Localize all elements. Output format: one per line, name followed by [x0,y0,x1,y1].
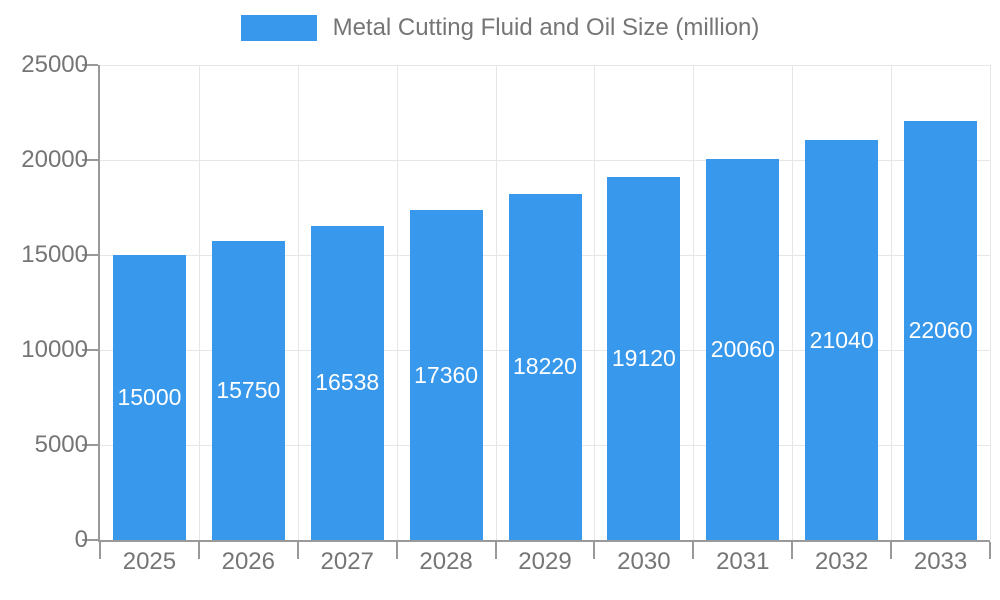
bar-2030[interactable]: 19120 [607,176,681,540]
bar-2027[interactable]: 16538 [310,225,384,540]
x-axis-tick [593,542,596,559]
x-axis-tick [395,542,398,559]
bar-2028[interactable]: 17360 [409,210,483,540]
y-axis-tick [82,159,98,161]
v-gridline [891,65,893,540]
v-gridline [594,65,596,540]
x-axis-tick-label: 2026 [221,548,275,575]
bar-2026[interactable]: 15750 [211,240,285,540]
bar-value-label: 17360 [414,361,479,388]
y-axis-tick-label: 20000 [21,146,88,173]
y-axis-tick-label: 5000 [34,431,88,458]
legend[interactable]: Metal Cutting Fluid and Oil Size (millio… [0,14,1000,42]
h-gridline [100,160,990,161]
y-axis-tick [82,444,98,446]
x-axis-tick-label: 2032 [814,548,869,575]
y-axis-tick-label: 25000 [21,51,88,78]
x-axis-tick [197,542,200,559]
v-gridline [396,65,398,540]
h-gridline [100,65,990,66]
y-axis-line [98,65,100,540]
x-axis-tick-label: 2030 [617,548,671,575]
x-axis-tick-label: 2025 [122,548,177,575]
bar-2025[interactable]: 15000 [112,255,186,540]
y-axis-tick [82,64,98,66]
bar-2031[interactable]: 20060 [706,158,780,540]
bar-value-label: 18220 [513,353,577,380]
bar-2033[interactable]: 22060 [904,120,978,540]
x-axis-tick [989,542,991,559]
bar-value-label: 20060 [710,335,775,362]
x-axis-tick [494,542,497,559]
v-gridline [990,65,991,540]
v-gridline [297,65,299,540]
x-axis-tick-label: 2028 [419,548,473,575]
bar-value-label: 15750 [216,376,281,403]
x-axis-tick-label: 2027 [320,548,374,575]
v-gridline [198,65,200,540]
y-axis-tick [82,254,98,256]
y-axis-tick-label: 10000 [21,336,88,363]
bar-2029[interactable]: 18220 [508,193,582,540]
y-axis-tick-label: 0 [74,526,88,553]
v-gridline [495,65,497,540]
x-axis-tick [692,542,695,559]
y-axis-tick [82,539,98,541]
bar-2032[interactable]: 21040 [805,140,879,540]
y-axis-tick-label: 15000 [21,241,88,268]
bar-value-label: 15000 [117,384,182,410]
x-axis-tick [791,542,794,559]
bar-value-label: 21040 [809,326,874,353]
x-axis-tick-label: 2033 [913,548,968,575]
v-gridline [792,65,794,540]
bar-value-label: 19120 [611,344,676,371]
x-axis-tick [890,542,893,559]
x-axis-tick-label: 2031 [716,548,770,575]
x-axis-line [98,540,990,542]
legend-label: Metal Cutting Fluid and Oil Size (millio… [332,14,760,41]
v-gridline [693,65,695,540]
x-axis-tick-label: 2029 [518,548,572,575]
plot-area: 15000 15750 16538 17360 18220 19120 20060 21040… [82,64,991,559]
bar-value-label: 22060 [908,316,973,343]
x-axis-tick [99,542,101,559]
x-axis-tick [296,542,299,559]
y-axis-tick [82,349,98,351]
legend-swatch [240,15,317,41]
bar-value-label: 16538 [315,369,380,396]
